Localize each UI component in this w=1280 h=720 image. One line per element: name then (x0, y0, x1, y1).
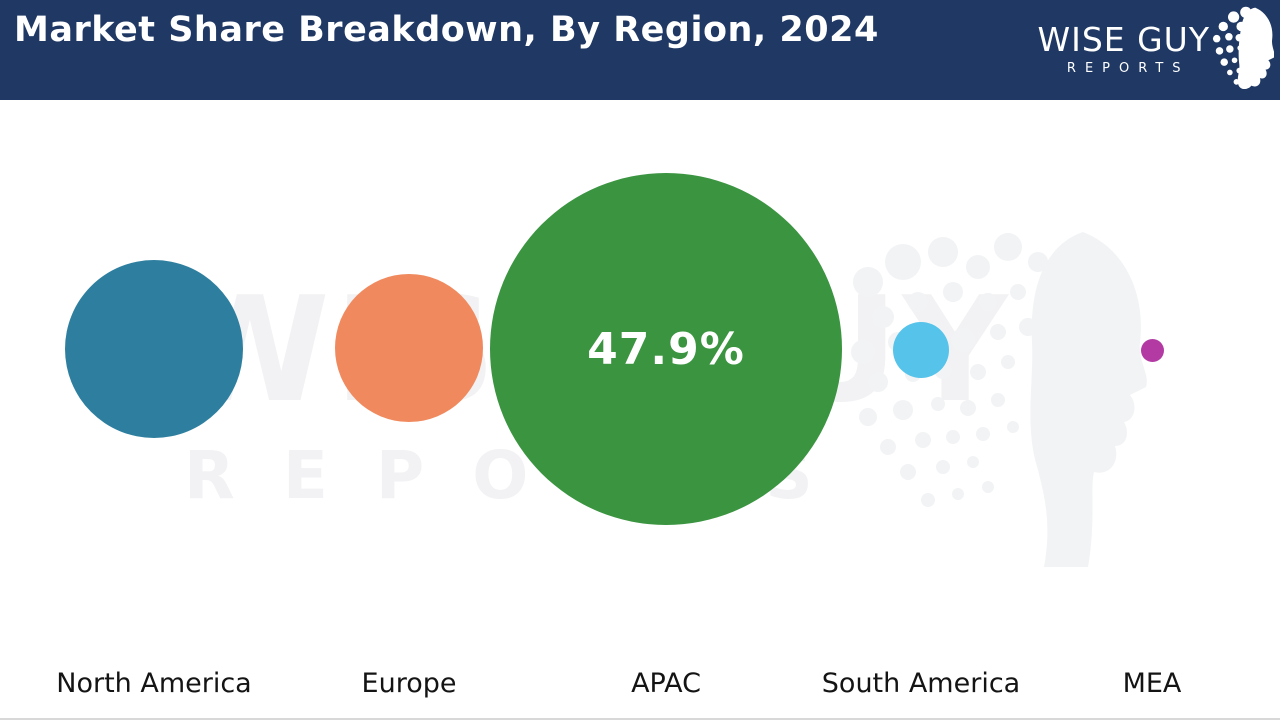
logo-wordmark: WISE GUY REPORTS (1037, 20, 1210, 76)
bubble-south-america (893, 322, 949, 378)
bubble-mea (1140, 338, 1164, 362)
bottom-border (0, 718, 1280, 720)
bubble-north-america (65, 260, 243, 438)
category-label-south-america: South America (821, 668, 1021, 699)
logo-head-icon (1212, 6, 1274, 90)
category-label-mea: MEA (1122, 668, 1182, 699)
bubble-apac: 47.9% (490, 173, 842, 525)
logo-subtitle-text: REPORTS (1066, 60, 1190, 76)
page-title: Market Share Breakdown, By Region, 2024 (14, 10, 879, 50)
category-label-apac: APAC (631, 668, 701, 699)
category-label-europe: Europe (361, 668, 457, 699)
watermark-head-icon (851, 232, 1147, 567)
logo-wordmark-text: WISE GUY (1037, 20, 1210, 60)
bubble-value-label-apac: 47.9% (587, 323, 745, 375)
wise-guy-logo: WISE GUY REPORTS (1037, 4, 1274, 94)
header: Market Share Breakdown, By Region, 2024 … (0, 0, 1280, 100)
category-label-north-america: North America (56, 668, 252, 699)
bubble-europe (335, 274, 483, 422)
